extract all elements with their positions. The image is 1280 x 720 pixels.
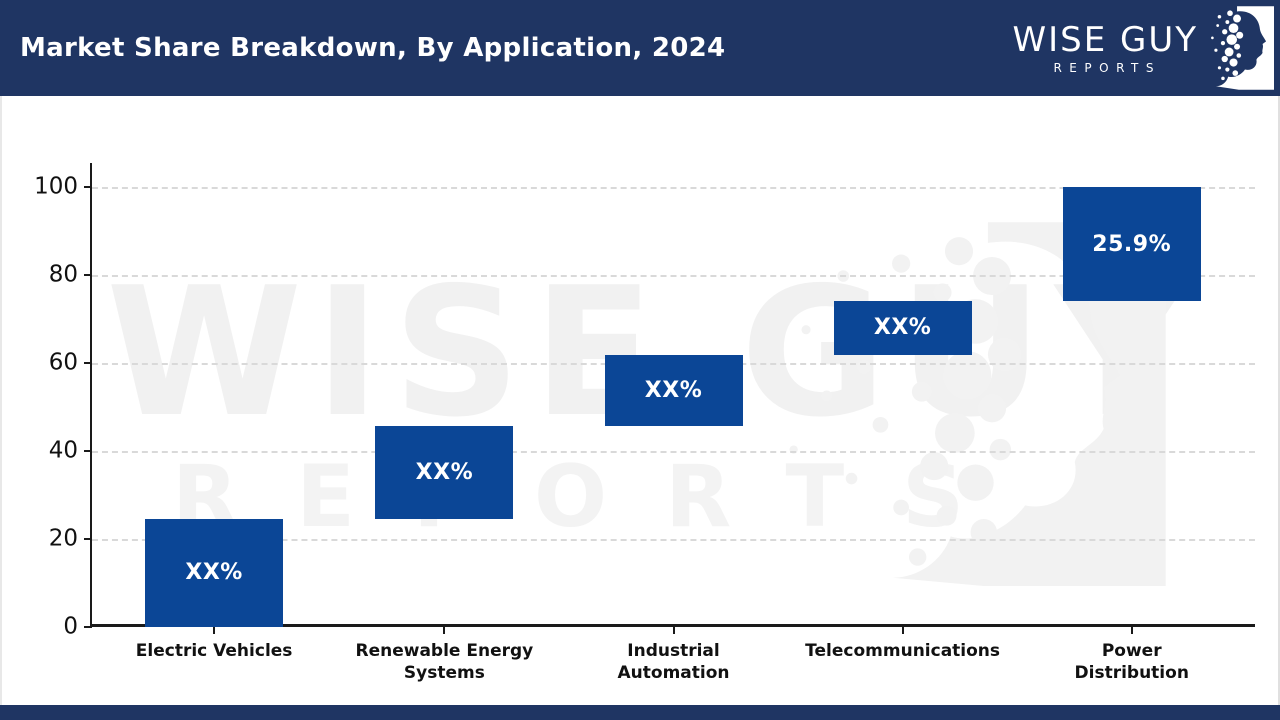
page-title: Market Share Breakdown, By Application, … <box>20 33 726 63</box>
bar-segment: XX% <box>604 354 743 427</box>
y-tick-mark <box>84 626 92 628</box>
x-category-label: Telecommunications <box>805 641 1001 661</box>
brand-face-icon <box>1211 6 1274 90</box>
x-tick-mark <box>213 627 216 634</box>
x-tick-mark <box>672 627 675 634</box>
x-tick-mark <box>443 627 446 634</box>
y-tick-label: 40 <box>48 437 78 464</box>
x-tick-mark <box>901 627 904 634</box>
bar-segment: XX% <box>375 426 514 519</box>
y-tick-mark <box>84 450 92 453</box>
x-category-label: Renewable Energy Systems <box>355 641 534 684</box>
y-tick-label: 0 <box>63 613 78 640</box>
bar-segment: XX% <box>833 301 972 355</box>
bar-data-label: XX% <box>185 560 243 586</box>
x-category-label: Industrial Automation <box>617 641 730 684</box>
footer-bar <box>0 705 1280 720</box>
y-tick-label: 20 <box>48 525 78 552</box>
x-category-label: Power Distribution <box>1074 641 1189 684</box>
y-tick-label: 100 <box>34 173 78 200</box>
y-tick-mark <box>84 362 92 365</box>
y-tick-label: 60 <box>48 349 78 376</box>
gridline <box>92 275 1255 278</box>
brand-name: WISE GUY <box>1012 19 1198 60</box>
y-tick-mark <box>84 538 92 541</box>
bar-data-label: XX% <box>415 460 474 486</box>
bar-data-label: 25.9% <box>1092 231 1172 257</box>
bar-data-label: XX% <box>873 315 932 341</box>
gridline <box>92 187 1255 190</box>
x-category-label: Electric Vehicles <box>135 641 293 661</box>
gridline <box>92 539 1255 542</box>
plot: 0 20 40 60 80 100 XX% XX% XX% XX% 25.9% Electric … <box>34 163 1255 683</box>
y-tick-mark <box>84 186 92 189</box>
brand-tagline: REPORTS <box>1053 60 1161 75</box>
bar-data-label: XX% <box>644 378 703 404</box>
bar-segment: 25.9% <box>1062 187 1201 302</box>
chart-area: WISE GUY REPORTS 0 20 40 60 80 100 XX% XX% XX% X… <box>0 96 1280 705</box>
y-tick-label: 80 <box>48 261 78 288</box>
brand-logo: WISE GUY REPORTS <box>1012 6 1274 90</box>
x-tick-mark <box>1130 627 1133 634</box>
gridline <box>92 451 1255 454</box>
bar-segment: XX% <box>145 518 284 627</box>
header-bar: Market Share Breakdown, By Application, … <box>0 0 1280 96</box>
y-tick-mark <box>84 274 92 277</box>
